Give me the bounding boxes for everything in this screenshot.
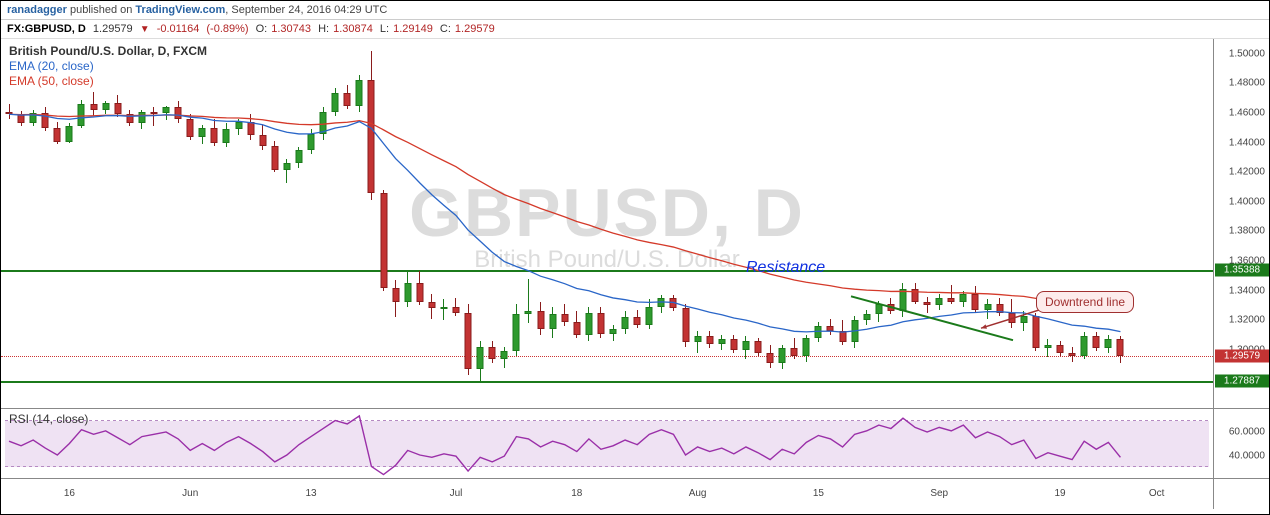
ema20-legend[interactable]: EMA (20, close) [9, 59, 207, 74]
x-tick: 19 [1054, 488, 1065, 499]
publisher-user[interactable]: ranadagger [7, 4, 67, 16]
horizontal-line [1, 270, 1213, 272]
high-value: 1.30874 [333, 23, 373, 35]
rsi-y-tick: 60.0000 [1229, 427, 1265, 438]
rsi-y-tick: 40.0000 [1229, 450, 1265, 461]
x-tick: 16 [64, 488, 75, 499]
ohlc-info-bar: FX:GBPUSD, D 1.29579 ▼ -0.01164 (-0.89%)… [1, 20, 1269, 39]
price-tag: 1.27887 [1215, 375, 1269, 388]
x-tick: Jun [182, 488, 198, 499]
rsi-pane[interactable]: RSI (14, close) 60.0000 40.0000 [1, 409, 1269, 479]
x-tick: 15 [813, 488, 824, 499]
publish-time: September 24, 2016 04:29 UTC [231, 4, 387, 16]
low-value: 1.29149 [393, 23, 433, 35]
y-tick: 1.46000 [1229, 108, 1265, 119]
y-tick: 1.32000 [1229, 315, 1265, 326]
axis-corner [1213, 479, 1269, 509]
x-tick: Aug [689, 488, 707, 499]
close-value: 1.29579 [455, 23, 495, 35]
downtrend-callout: Downtrend line [1036, 291, 1134, 313]
y-tick: 1.44000 [1229, 137, 1265, 148]
y-tick: 1.48000 [1229, 78, 1265, 89]
rsi-band [5, 421, 1209, 468]
downtrend-label: Downtrend line [1036, 291, 1134, 313]
x-tick: Sep [930, 488, 948, 499]
price-chart-pane[interactable]: GBPUSD, D British Pound/U.S. Dollar Brit… [1, 39, 1269, 409]
horizontal-line [1, 356, 1213, 357]
x-tick: 18 [571, 488, 582, 499]
price-tag: 1.35388 [1215, 264, 1269, 277]
chart-body: GBPUSD, D British Pound/U.S. Dollar Brit… [1, 39, 1269, 509]
change-arrow-icon: ▼ [140, 24, 150, 35]
horizontal-line [1, 381, 1213, 383]
y-tick: 1.38000 [1229, 226, 1265, 237]
publish-credit: ranadagger published on TradingView.com,… [1, 1, 1269, 20]
y-tick: 1.42000 [1229, 167, 1265, 178]
y-tick: 1.34000 [1229, 285, 1265, 296]
last-price: 1.29579 [93, 23, 133, 35]
y-tick: 1.50000 [1229, 48, 1265, 59]
instrument-title: British Pound/U.S. Dollar, D, FXCM [9, 44, 207, 59]
price-y-axis[interactable]: 1.50000 1.48000 1.46000 1.44000 1.42000 1.400… [1213, 39, 1269, 408]
change-pct: (-0.89%) [206, 23, 248, 35]
x-tick: Jul [450, 488, 463, 499]
resistance-annotation: Resistance [746, 259, 825, 277]
price-tag: 1.29579 [1215, 350, 1269, 363]
change-value: -0.01164 [157, 23, 200, 35]
time-axis[interactable]: 16Jun13Jul18Aug15Sep19Oct17 [1, 479, 1269, 509]
ema50-legend[interactable]: EMA (50, close) [9, 74, 207, 89]
chart-container: ranadagger published on TradingView.com,… [0, 0, 1270, 515]
x-tick: 13 [305, 488, 316, 499]
chart-title-area: British Pound/U.S. Dollar, D, FXCM EMA (… [9, 44, 207, 89]
publisher-site[interactable]: TradingView.com [135, 4, 225, 16]
symbol-label[interactable]: FX:GBPUSD, D [7, 23, 86, 35]
x-tick: Oct [1149, 488, 1165, 499]
rsi-y-axis[interactable]: 60.0000 40.0000 [1213, 409, 1269, 478]
open-value: 1.30743 [271, 23, 311, 35]
rsi-legend[interactable]: RSI (14, close) [9, 412, 88, 426]
y-tick: 1.40000 [1229, 196, 1265, 207]
